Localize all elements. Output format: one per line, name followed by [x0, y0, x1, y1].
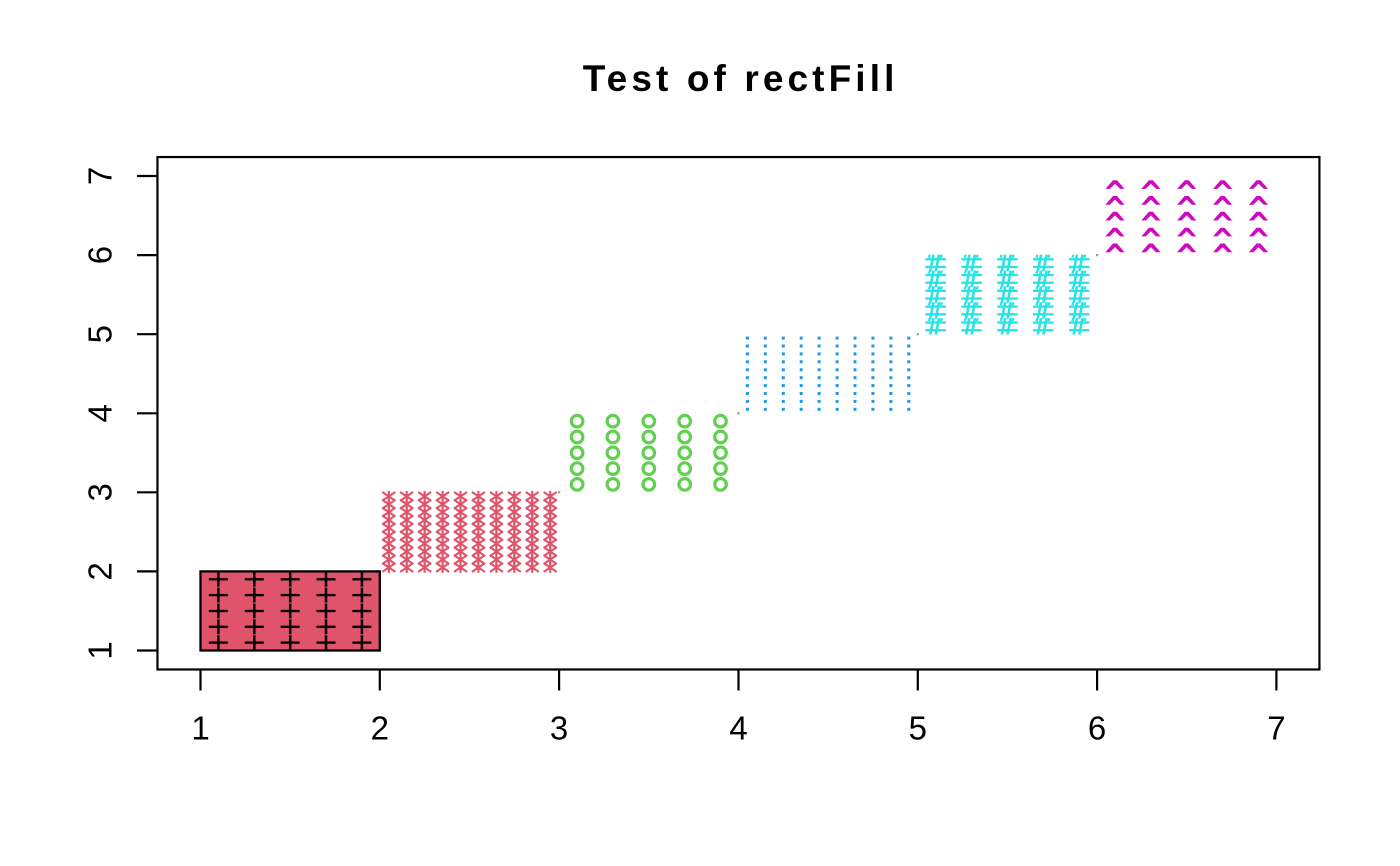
svg-text:6: 6	[1088, 710, 1106, 747]
svg-text:2: 2	[371, 710, 389, 747]
svg-text:5: 5	[82, 325, 119, 343]
svg-text:7: 7	[82, 167, 119, 185]
svg-text:3: 3	[82, 483, 119, 501]
svg-text:Test of rectFill: Test of rectFill	[583, 58, 899, 99]
svg-text:4: 4	[729, 710, 747, 747]
svg-text:2: 2	[82, 562, 119, 580]
svg-text:5: 5	[909, 710, 927, 747]
svg-text:3: 3	[550, 710, 568, 747]
svg-text:4: 4	[82, 404, 119, 422]
svg-text:7: 7	[1267, 710, 1285, 747]
svg-text:6: 6	[82, 246, 119, 264]
svg-text:1: 1	[191, 710, 209, 747]
svg-text:1: 1	[82, 641, 119, 659]
